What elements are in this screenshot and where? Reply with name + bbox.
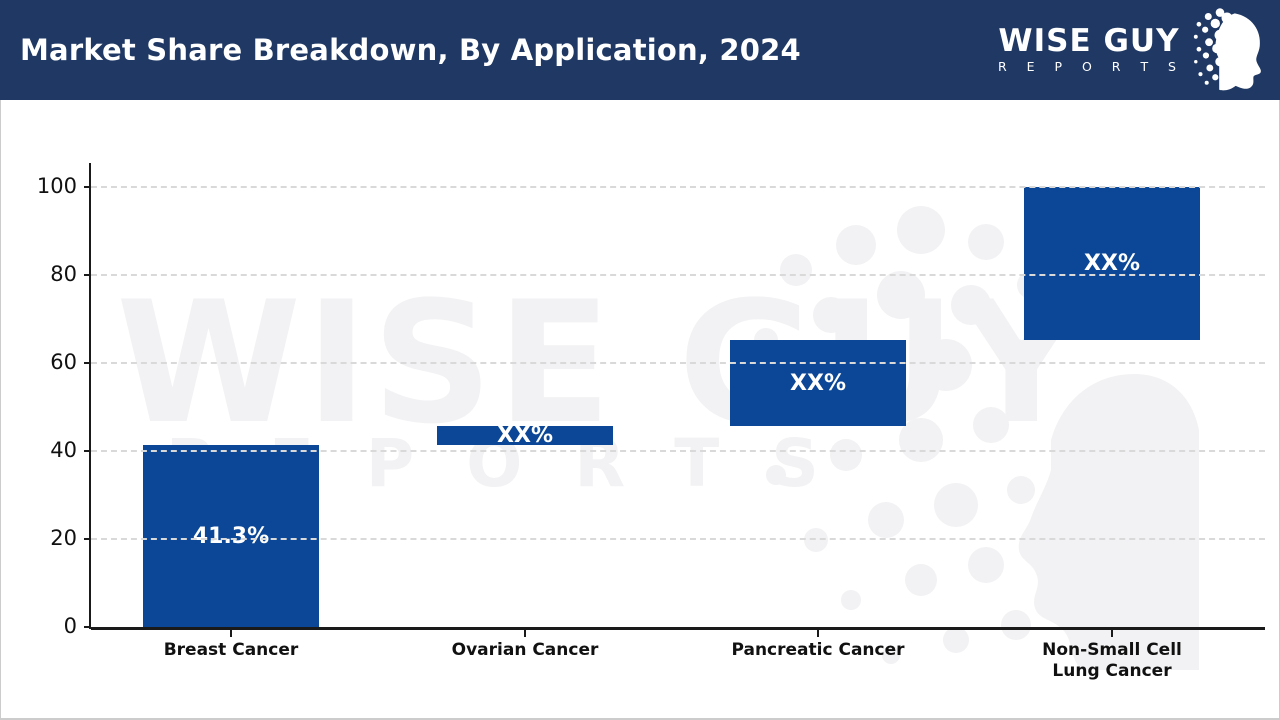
x-category-label: Ovarian Cancer: [451, 640, 599, 660]
gridline-40: [91, 450, 1265, 452]
wiseguy-logo: WISE GUY R E P O R T S: [994, 7, 1266, 93]
bar-segment: XX%: [437, 423, 613, 449]
x-tick: [230, 630, 232, 637]
logo-head-dots-icon: [1193, 8, 1261, 91]
x-tick: [1111, 630, 1113, 637]
y-tick-label-0: 0: [63, 614, 77, 638]
y-tick-80: [84, 274, 91, 276]
bar-value-label: XX%: [497, 423, 553, 449]
y-tick-20: [84, 538, 91, 540]
chart-title: Market Share Breakdown, By Application, …: [20, 33, 801, 67]
header-bar: Market Share Breakdown, By Application, …: [0, 0, 1280, 100]
x-category-label: Pancreatic Cancer: [731, 640, 905, 660]
logo-name-text: WISE GUY: [998, 23, 1180, 60]
gridline-100: [91, 186, 1265, 188]
logo-wordmark: WISE GUY R E P O R T S: [994, 26, 1184, 74]
bar-segment: XX%: [1024, 187, 1200, 341]
x-tick: [524, 630, 526, 637]
y-tick-40: [84, 450, 91, 452]
y-tick-label-80: 80: [50, 262, 77, 286]
chart-area: WISE GUY REPORTS 0 20 40 60 80 100 41.3% XX% XX%…: [0, 100, 1280, 720]
x-axis-line: [91, 627, 1265, 630]
gridline-80: [91, 274, 1265, 276]
y-axis-line: [89, 163, 91, 629]
bar-value-label: XX%: [790, 370, 846, 396]
x-category-label: Breast Cancer: [163, 640, 299, 660]
x-tick: [817, 630, 819, 637]
bar-value-label: XX%: [1084, 251, 1140, 277]
y-tick-label-100: 100: [36, 174, 77, 198]
y-tick-60: [84, 362, 91, 364]
bar-value-label: 41.3%: [192, 523, 270, 549]
gridline-20: [91, 538, 1265, 540]
bar-segment: XX%: [730, 340, 906, 427]
y-tick-100: [84, 186, 91, 188]
y-tick-label-40: 40: [50, 438, 77, 462]
bar-segment: 41.3%: [143, 445, 319, 627]
gridline-60: [91, 362, 1265, 364]
y-tick-label-20: 20: [50, 526, 77, 550]
y-tick-0: [84, 626, 91, 628]
logo-subtitle-text: R E P O R T S: [997, 59, 1184, 75]
y-tick-label-60: 60: [50, 350, 77, 374]
x-category-label: Non-Small Cell Lung Cancer: [1042, 640, 1182, 681]
